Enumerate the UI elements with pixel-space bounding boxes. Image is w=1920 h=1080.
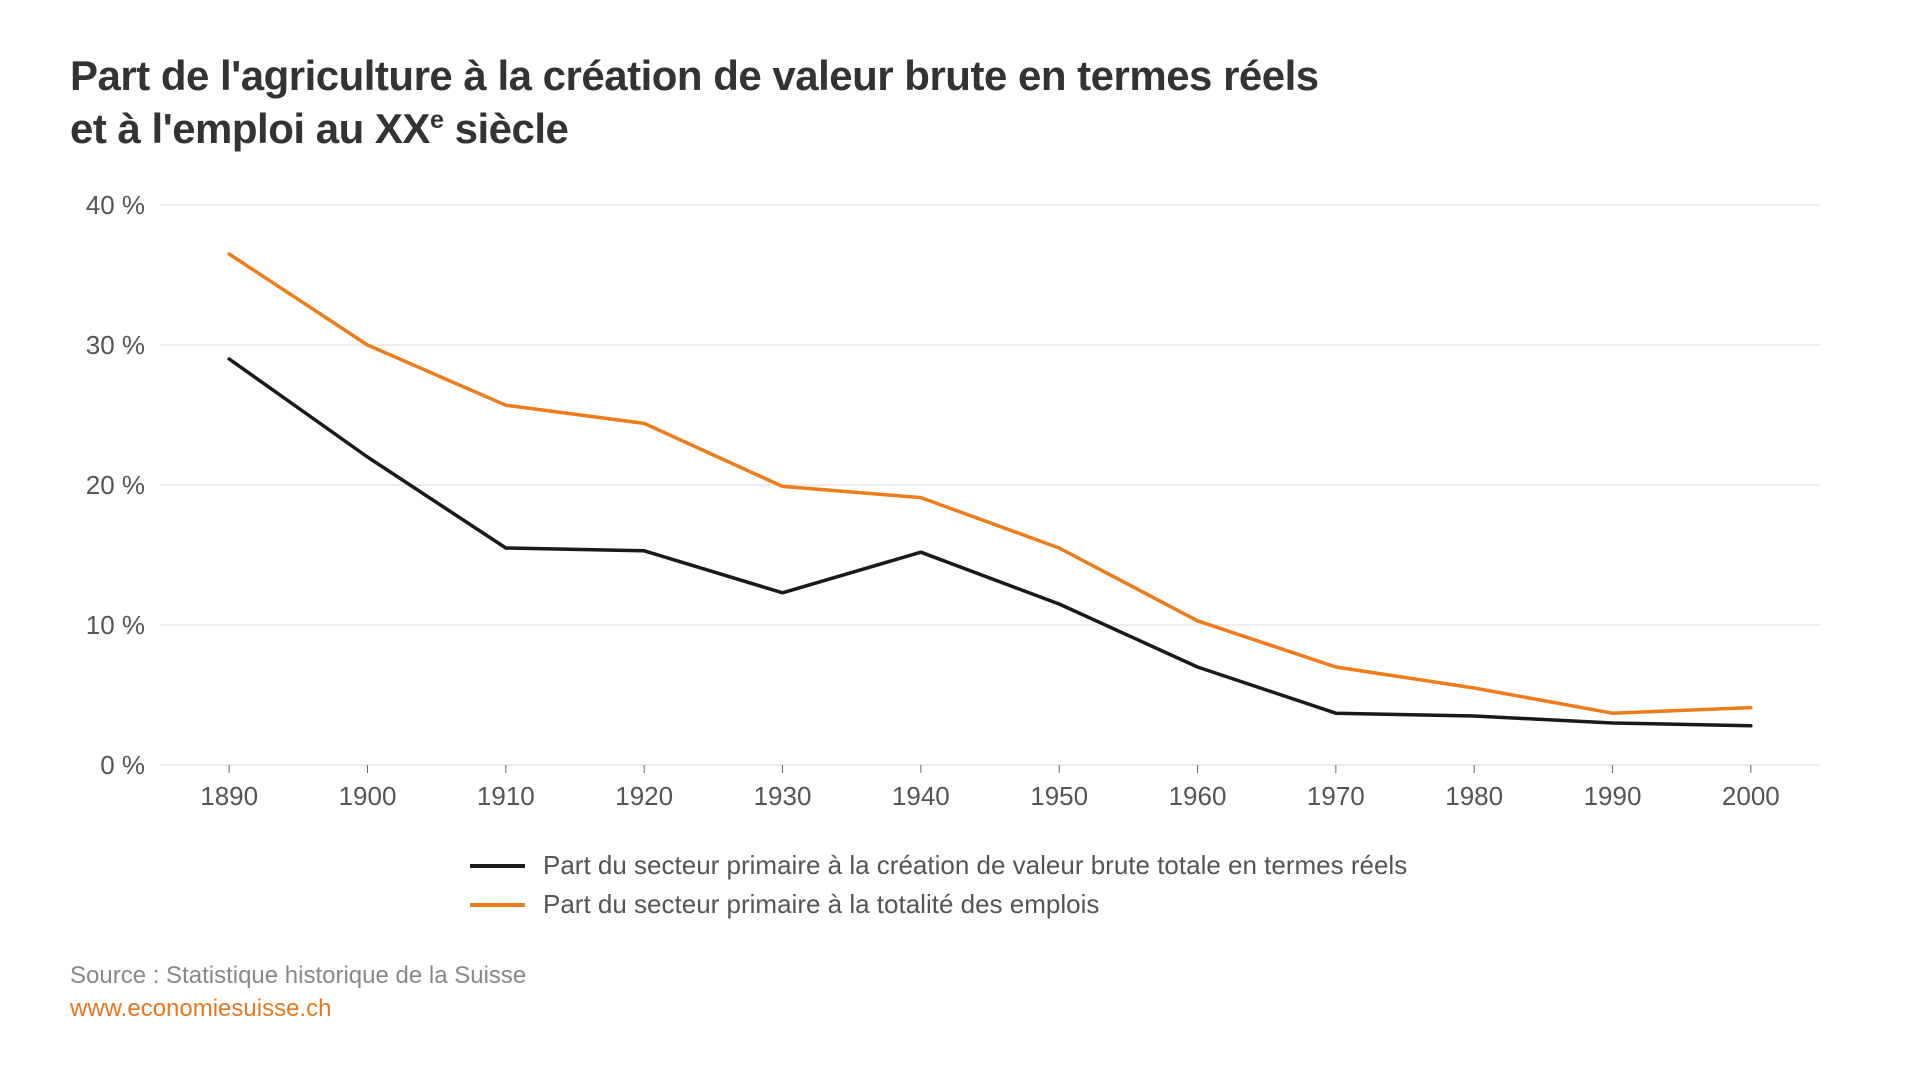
- y-tick-label: 0 %: [100, 750, 145, 780]
- x-tick-label: 1900: [339, 781, 397, 811]
- x-tick-label: 1940: [892, 781, 950, 811]
- legend-swatch: [470, 864, 525, 868]
- x-tick-label: 1910: [477, 781, 535, 811]
- chart-footer: Source : Statistique historique de la Su…: [70, 960, 526, 1025]
- x-tick-label: 1960: [1169, 781, 1227, 811]
- legend-swatch: [470, 903, 525, 907]
- x-tick-label: 1950: [1030, 781, 1088, 811]
- title-line2: et à l'emploi au XX: [70, 105, 430, 152]
- chart-container: Part de l'agriculture à la création de v…: [0, 0, 1920, 1080]
- series-line-employment: [229, 254, 1751, 713]
- y-tick-label: 40 %: [86, 190, 145, 220]
- title-line2-after: siècle: [443, 105, 568, 152]
- chart-title: Part de l'agriculture à la création de v…: [70, 50, 1850, 155]
- legend-label: Part du secteur primaire à la totalité d…: [543, 889, 1099, 920]
- x-tick-label: 1920: [615, 781, 673, 811]
- legend-item-value_added: Part du secteur primaire à la création d…: [470, 850, 1850, 881]
- x-tick-label: 1890: [200, 781, 258, 811]
- source-link: www.economiesuisse.ch: [70, 993, 526, 1025]
- chart-plot-area: 0 % 10 % 20 % 30 % 40 % 1890 1900 1910 1920 1930 1…: [70, 185, 1850, 825]
- series-line-value_added: [229, 359, 1751, 726]
- title-superscript: e: [430, 106, 444, 134]
- y-tick-label: 30 %: [86, 330, 145, 360]
- x-tick-label: 1980: [1445, 781, 1503, 811]
- x-tick-label: 2000: [1722, 781, 1780, 811]
- legend-item-employment: Part du secteur primaire à la totalité d…: [470, 889, 1850, 920]
- line-chart-svg: 0 % 10 % 20 % 30 % 40 % 1890 1900 1910 1920 1930 1…: [70, 185, 1850, 825]
- y-tick-label: 20 %: [86, 470, 145, 500]
- source-text: Source : Statistique historique de la Su…: [70, 960, 526, 992]
- legend-label: Part du secteur primaire à la création d…: [543, 850, 1407, 881]
- title-line1: Part de l'agriculture à la création de v…: [70, 52, 1319, 99]
- chart-legend: Part du secteur primaire à la création d…: [470, 850, 1850, 920]
- x-tick-label: 1930: [754, 781, 812, 811]
- y-tick-label: 10 %: [86, 610, 145, 640]
- x-tick-label: 1990: [1584, 781, 1642, 811]
- x-tick-label: 1970: [1307, 781, 1365, 811]
